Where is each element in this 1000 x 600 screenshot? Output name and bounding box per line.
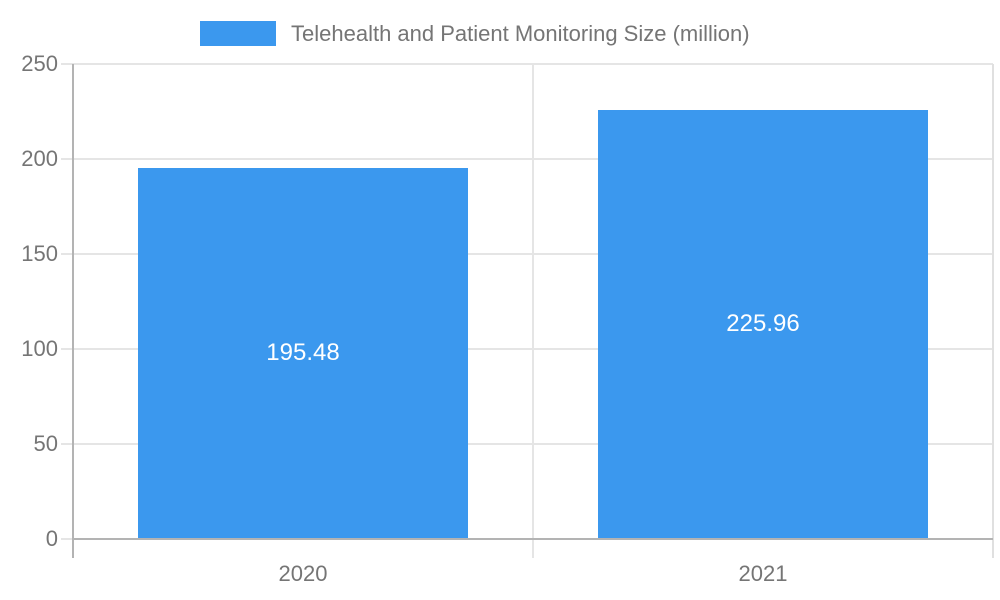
plot-right-border	[992, 64, 994, 558]
bar-2020[interactable]: 195.48	[138, 167, 468, 539]
y-axis-tick-label: 0	[45, 526, 58, 551]
y-tick-mark	[61, 348, 73, 350]
legend[interactable]: Telehealth and Patient Monitoring Size (…	[200, 21, 750, 46]
y-tick-mark	[61, 158, 73, 160]
y-tick-mark	[61, 253, 73, 255]
x-axis-tick-label: 2021	[738, 561, 788, 586]
bar-value-label: 225.96	[726, 310, 800, 338]
x-axis-line	[72, 538, 993, 540]
category-separator	[532, 64, 534, 558]
bar-value-label: 195.48	[266, 339, 340, 367]
y-axis-tick-label: 100	[21, 336, 58, 361]
y-axis-tick-label: 50	[33, 431, 58, 456]
legend-swatch	[200, 21, 276, 46]
y-tick-mark	[61, 443, 73, 445]
y-tick-mark	[61, 538, 73, 540]
x-axis-tick-label: 2020	[278, 561, 328, 586]
y-tick-mark	[61, 63, 73, 65]
y-axis-line	[72, 64, 74, 558]
y-axis-tick-label: 150	[21, 241, 58, 266]
y-axis-tick-label: 250	[21, 51, 58, 76]
legend-label: Telehealth and Patient Monitoring Size (…	[291, 21, 750, 46]
y-axis-tick-label: 200	[21, 146, 58, 171]
bar-2021[interactable]: 225.96	[598, 109, 928, 539]
